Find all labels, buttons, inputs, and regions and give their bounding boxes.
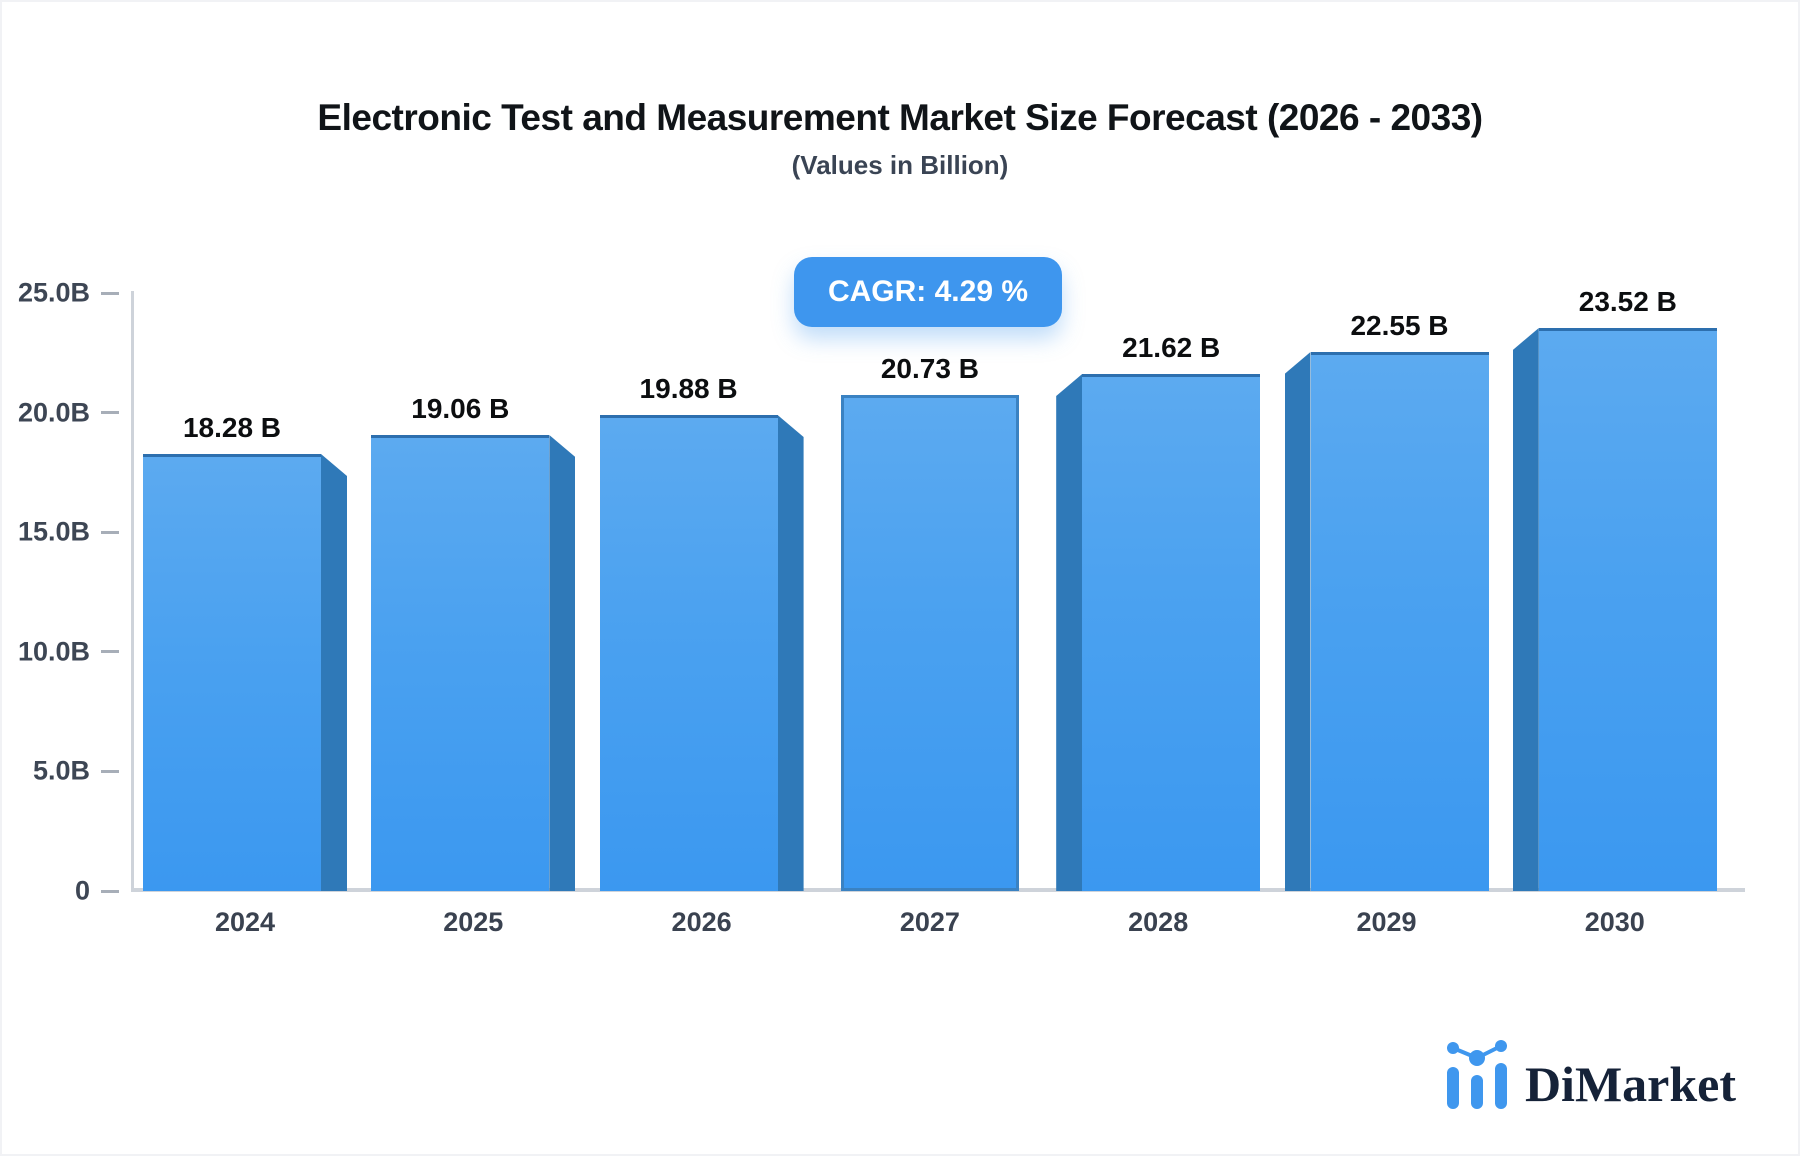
bar-value-label: 19.06 B xyxy=(411,393,510,424)
cagr-badge: CAGR: 4.29 % xyxy=(794,257,1062,327)
x-axis-label: 2028 xyxy=(1128,907,1189,937)
y-axis-tick xyxy=(101,530,119,534)
bar-value-label: 21.62 B xyxy=(1122,332,1221,363)
chart-title: Electronic Test and Measurement Market S… xyxy=(317,97,1483,138)
x-axis-label: 2025 xyxy=(443,907,504,937)
y-axis-tick xyxy=(101,769,119,773)
bar[interactable] xyxy=(143,454,321,891)
bar-value-label: 18.28 B xyxy=(182,412,282,443)
x-axis-label: 2026 xyxy=(671,907,732,937)
chart-subtitle: (Values in Billion) xyxy=(791,150,1009,180)
bar-3d-side xyxy=(1056,374,1083,891)
bar-value-label: 22.55 B xyxy=(1350,310,1449,341)
bar[interactable] xyxy=(371,435,550,891)
bar-3d-side xyxy=(321,454,347,891)
bar-group: 20.73 B xyxy=(828,353,1032,891)
bar[interactable] xyxy=(1082,374,1261,891)
y-axis-tick xyxy=(101,411,119,415)
bar-line-chart-logo-icon xyxy=(1445,1035,1509,1109)
y-axis-tick-label: 10.0B xyxy=(17,636,90,667)
x-axis-label: 2030 xyxy=(1584,907,1645,937)
bar-group: 18.28 B xyxy=(143,412,347,891)
bar-group: 22.55 B xyxy=(1284,310,1489,891)
brand-name: DiMarket xyxy=(1524,1056,1736,1112)
bar-3d-side xyxy=(549,435,576,891)
x-axis-label: 2027 xyxy=(899,907,960,937)
bar-3d-side xyxy=(1512,328,1539,891)
bar[interactable] xyxy=(840,395,1019,891)
y-axis-tick-label: 0 xyxy=(74,875,90,906)
brand-logo: DiMarket xyxy=(1445,1035,1736,1109)
bar-value-label: 20.73 B xyxy=(880,353,979,384)
y-axis-tick-label: 20.0B xyxy=(17,397,90,428)
x-axis-label: 2029 xyxy=(1356,907,1417,937)
bar-group: 23.52 B xyxy=(1512,286,1717,891)
x-axis-label: 2024 xyxy=(214,907,276,937)
bar-value-label: 23.52 B xyxy=(1578,286,1677,317)
bar[interactable] xyxy=(1538,328,1717,891)
y-axis-line xyxy=(131,291,134,892)
bar-3d-side xyxy=(777,415,804,891)
y-axis-tick xyxy=(101,650,119,654)
y-axis-tick xyxy=(101,889,119,893)
bar-value-label: 19.88 B xyxy=(639,373,738,404)
cagr-badge-label: CAGR: 4.29 % xyxy=(827,275,1029,308)
bar-group: 19.06 B xyxy=(371,393,576,891)
bar-3d-side xyxy=(1284,352,1311,891)
bar[interactable] xyxy=(1310,352,1489,891)
bar-group: 19.88 B xyxy=(599,373,804,891)
y-axis-tick-label: 25.0B xyxy=(17,277,90,308)
y-axis-tick xyxy=(101,291,119,295)
bar-group: 21.62 B xyxy=(1056,332,1261,891)
y-axis-tick-label: 5.0B xyxy=(32,755,90,786)
y-axis-tick-label: 15.0B xyxy=(17,516,90,547)
bar[interactable] xyxy=(599,415,778,891)
